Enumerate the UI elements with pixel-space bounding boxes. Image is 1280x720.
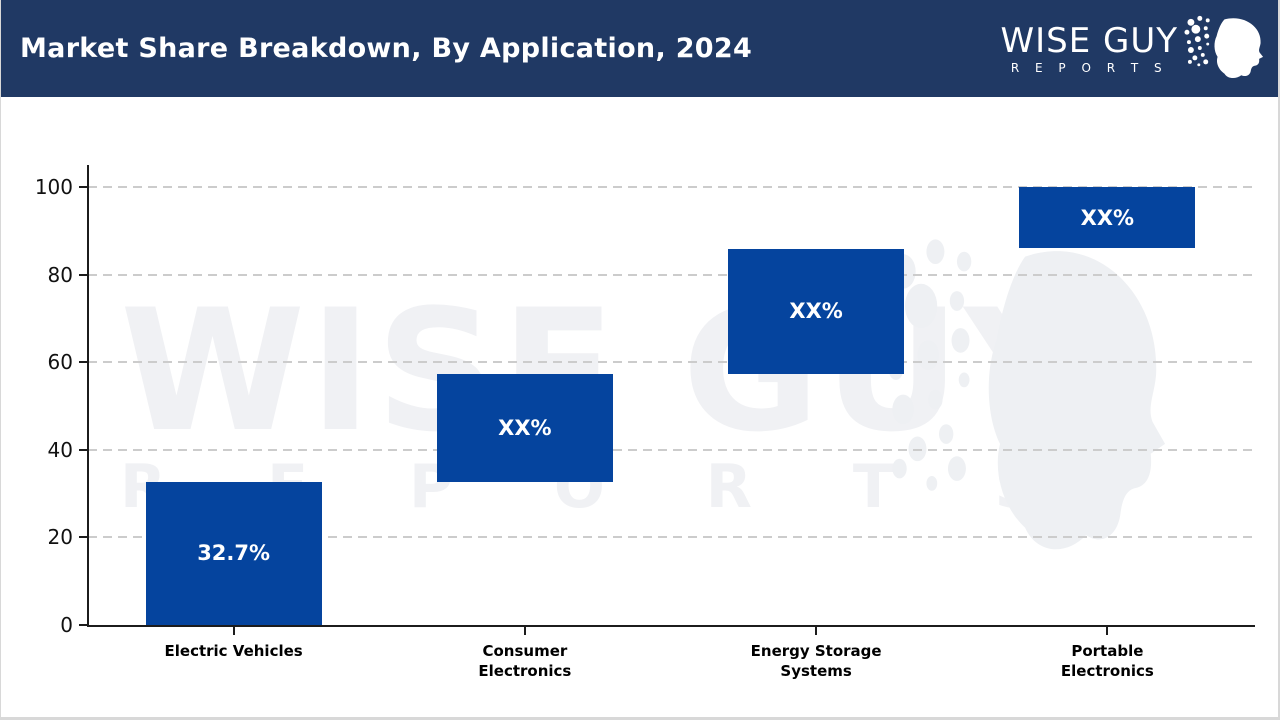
- bar-value-label-energy-storage-systems: XX%: [789, 299, 843, 324]
- y-tick-label-60: 60: [47, 350, 73, 375]
- y-tick-mark-20: [79, 536, 87, 539]
- wiseguy-logo-text: WISE GUY R E P O R T S: [1000, 24, 1178, 74]
- y-tick-label-80: 80: [47, 262, 73, 287]
- x-tick-mark-electric-vehicles: [232, 627, 235, 635]
- x-tick-mark-consumer-electronics: [523, 627, 526, 635]
- gridline-80: [88, 273, 1253, 276]
- bar-value-label-portable-electronics: XX%: [1080, 205, 1135, 230]
- y-tick-mark-40: [79, 448, 87, 451]
- logo-reports-label: R E P O R T S: [1010, 60, 1168, 75]
- bar-consumer-electronics: [436, 374, 613, 482]
- gridline-20: [88, 536, 1253, 539]
- y-tick-mark-80: [79, 273, 87, 276]
- chart-title: Market Share Breakdown, By Application, …: [20, 33, 753, 64]
- gridline-60: [88, 361, 1253, 364]
- bar-value-label-consumer-electronics: XX%: [498, 415, 552, 440]
- wiseguy-head-icon: [1184, 15, 1264, 78]
- x-category-label-energy-storage-systems: Energy Storage Systems: [750, 642, 882, 680]
- y-tick-label-100: 100: [34, 175, 73, 199]
- x-tick-mark-energy-storage-systems: [815, 627, 818, 635]
- y-tick-mark-100: [79, 186, 87, 188]
- y-tick-label-0: 0: [60, 613, 73, 637]
- bar-portable-electronics: [1019, 187, 1196, 249]
- bar-value-label-electric-vehicles: 32.7%: [197, 541, 271, 566]
- y-tick-label-20: 20: [47, 525, 73, 550]
- header-bar: Market Share Breakdown, By Application, …: [0, 0, 1280, 97]
- x-category-label-consumer-electronics: Consumer Electronics: [478, 642, 572, 680]
- gridline-100: [88, 186, 1253, 188]
- wiseguy-logo: WISE GUY R E P O R T S: [1000, 0, 1268, 97]
- plot-area: WISE GUY R E P O R T S 0 20 40 60 80 100 32.7%…: [0, 97, 1280, 720]
- watermark-head-icon: [879, 239, 1166, 550]
- y-tick-label-40: 40: [47, 437, 73, 462]
- logo-wiseguy-label: WISE GUY: [1000, 20, 1178, 61]
- y-tick-mark-60: [79, 361, 87, 364]
- bar-energy-storage-systems: [728, 248, 905, 375]
- bar-electric-vehicles: [145, 481, 322, 625]
- x-tick-mark-portable-electronics: [1106, 627, 1109, 635]
- y-axis-spine: [87, 165, 89, 627]
- x-category-label-portable-electronics: Portable Electronics: [1060, 642, 1154, 680]
- y-tick-mark-0: [79, 624, 87, 626]
- x-axis-spine: [88, 625, 1255, 627]
- gridline-40: [88, 448, 1253, 451]
- x-category-label-electric-vehicles: Electric Vehicles: [164, 642, 303, 660]
